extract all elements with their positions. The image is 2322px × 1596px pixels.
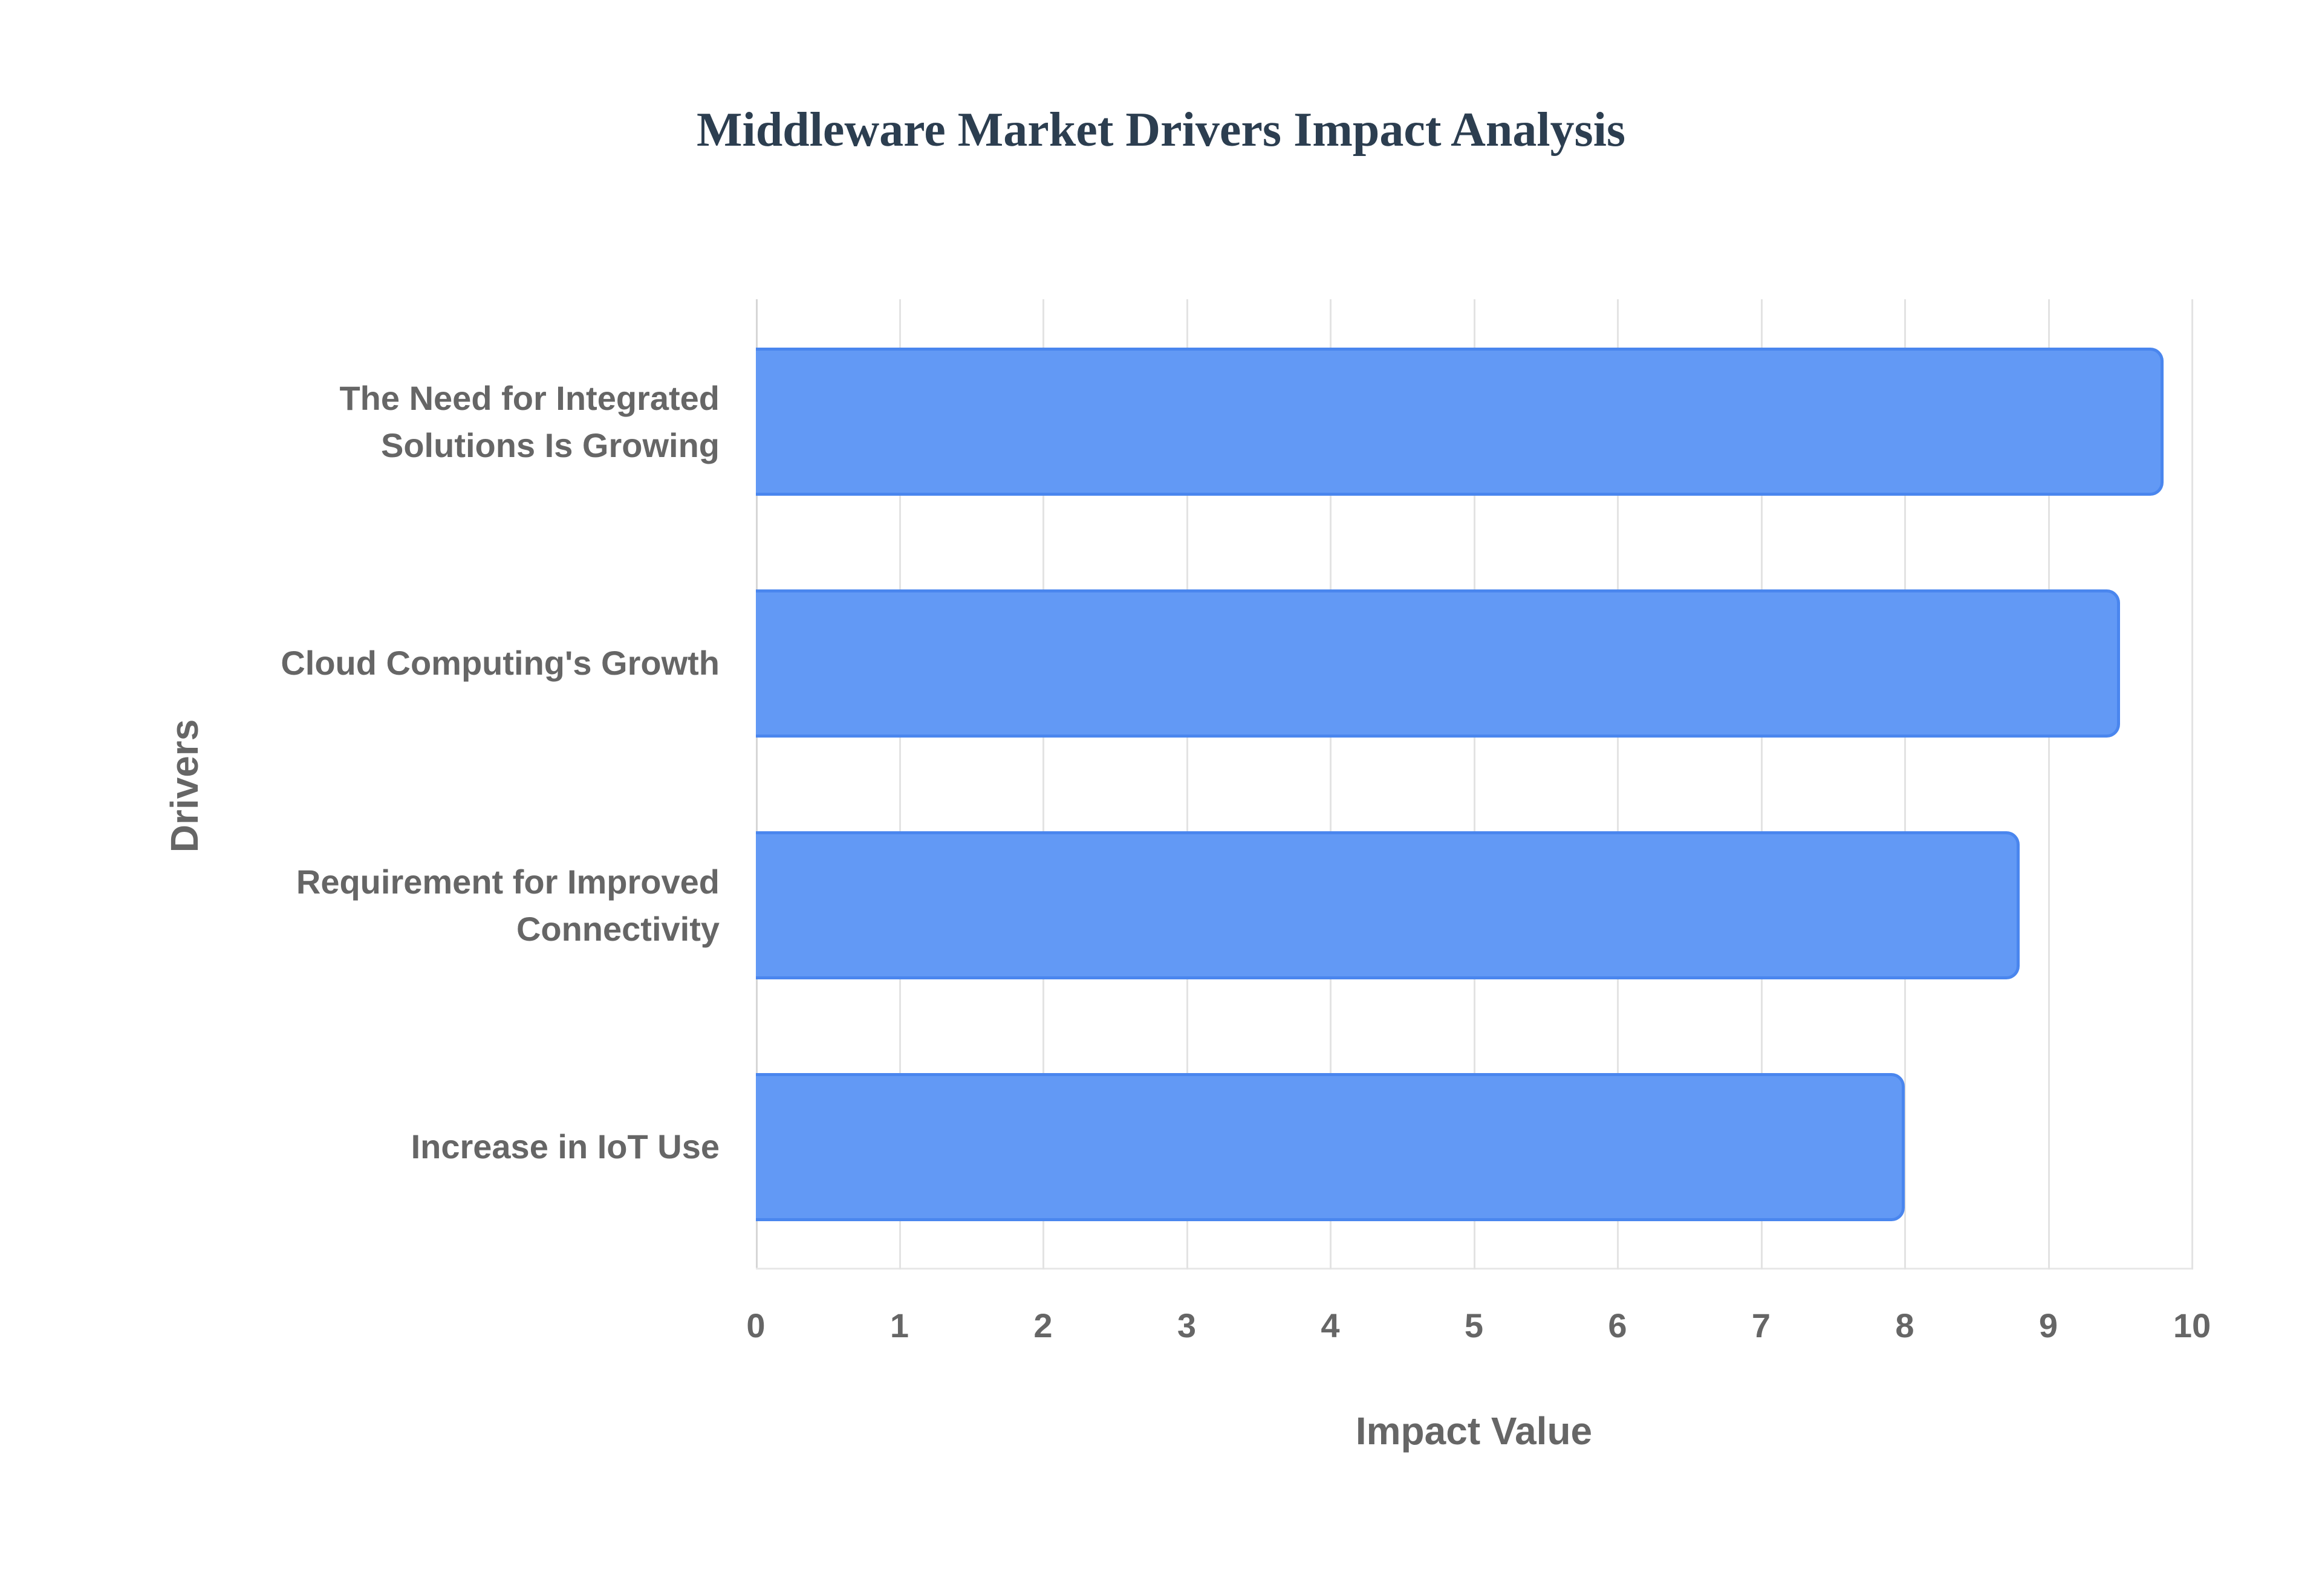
x-tick-label: 9: [2038, 1306, 2058, 1345]
bar[interactable]: [756, 831, 2020, 979]
y-axis-line: [756, 299, 758, 1270]
gridline: [1760, 299, 1763, 1270]
plot-area: [756, 299, 2193, 1270]
gridline: [2191, 299, 2193, 1270]
x-tick-label: 7: [1751, 1306, 1771, 1345]
x-tick-label: 6: [1608, 1306, 1627, 1345]
x-axis-title: Impact Value: [1355, 1409, 1593, 1453]
gridline: [1186, 299, 1188, 1270]
y-tick-label-line: The Need for Integrated: [339, 379, 720, 417]
bar[interactable]: [756, 348, 2164, 496]
chart-title: Middleware Market Drivers Impact Analysi…: [696, 103, 1626, 157]
x-tick-label: 5: [1464, 1306, 1484, 1345]
bar[interactable]: [756, 589, 2121, 738]
y-tick-label-line: Requirement for Improved: [296, 863, 720, 901]
gridline: [2047, 299, 2050, 1270]
y-tick-label: Requirement for Improved Connectivity: [115, 858, 720, 953]
x-tick-label: 1: [889, 1306, 909, 1345]
y-tick-label: The Need for Integrated Solutions Is Gro…: [115, 375, 720, 469]
x-tick-label: 0: [746, 1306, 766, 1345]
x-tick-label: 10: [2173, 1306, 2211, 1345]
gridline: [1617, 299, 1619, 1270]
y-tick-label: Cloud Computing's Growth: [281, 644, 720, 682]
x-tick-label: 3: [1177, 1306, 1197, 1345]
x-tick-label: 4: [1321, 1306, 1340, 1345]
gridline: [1330, 299, 1332, 1270]
y-axis-title: Drivers: [163, 719, 206, 853]
gridline: [1904, 299, 1906, 1270]
y-tick-label: Increase in IoT Use: [411, 1127, 720, 1166]
y-tick-label-line: Solutions Is Growing: [381, 426, 720, 464]
x-tick-label: 2: [1033, 1306, 1053, 1345]
gridline: [1473, 299, 1475, 1270]
gridline: [1042, 299, 1044, 1270]
bar[interactable]: [756, 1073, 1905, 1221]
y-tick-label-line: Connectivity: [516, 910, 720, 948]
gridline: [899, 299, 901, 1270]
x-tick-label: 8: [1895, 1306, 1914, 1345]
